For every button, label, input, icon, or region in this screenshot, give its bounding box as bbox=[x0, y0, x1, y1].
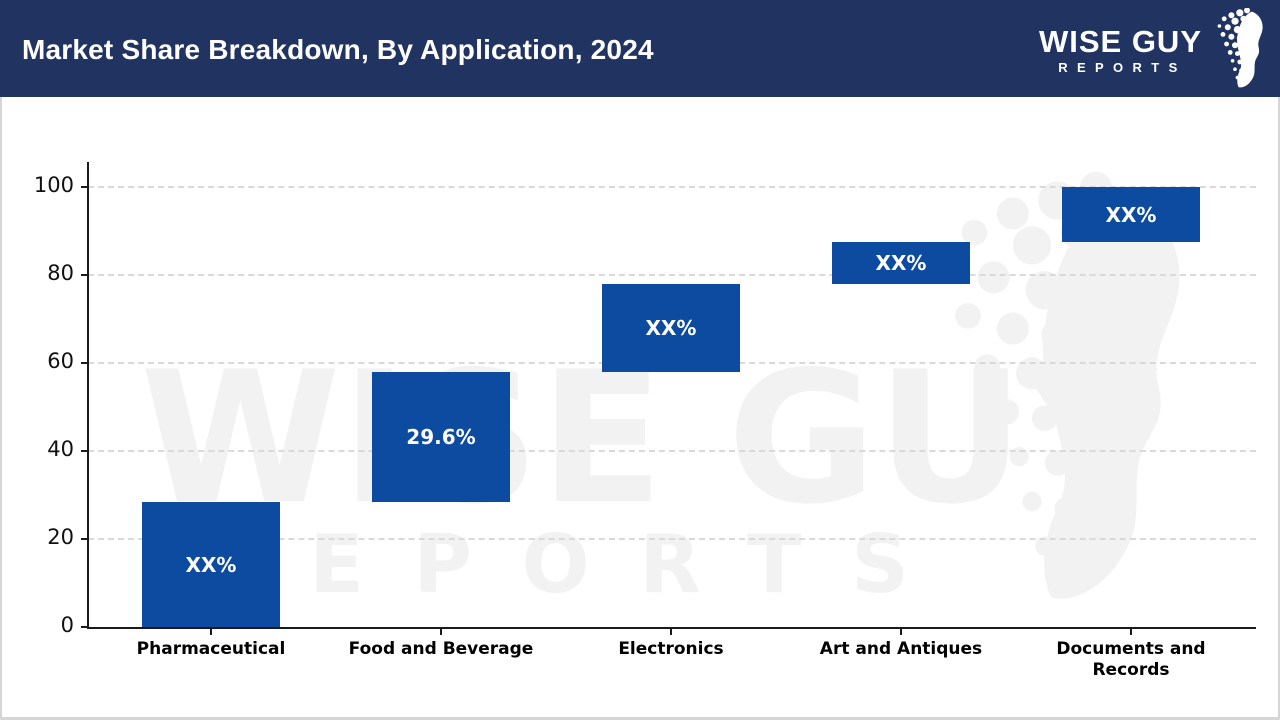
y-tick-mark bbox=[81, 362, 88, 364]
page-title: Market Share Breakdown, By Application, … bbox=[22, 34, 654, 65]
y-tick-mark bbox=[81, 626, 88, 628]
x-tick-mark bbox=[440, 627, 442, 635]
bar: XX% bbox=[602, 283, 740, 372]
y-tick-label: 80 bbox=[47, 261, 74, 285]
y-tick-label: 60 bbox=[47, 349, 74, 373]
gridline bbox=[88, 450, 1256, 452]
bar: 29.6% bbox=[372, 371, 510, 503]
y-tick-mark bbox=[81, 450, 88, 452]
y-axis-line bbox=[87, 162, 89, 629]
gridline bbox=[88, 274, 1256, 276]
y-tick-label: 0 bbox=[60, 613, 74, 637]
brand-logo-text: WISE GUY REPORTS bbox=[1038, 23, 1202, 76]
x-category-label: Art and Antiques bbox=[819, 639, 983, 659]
gridline bbox=[88, 186, 1256, 188]
x-tick-mark bbox=[670, 627, 672, 635]
x-category-label: Food and Beverage bbox=[348, 639, 534, 659]
bar-value-label: XX% bbox=[185, 552, 237, 577]
x-tick-mark bbox=[1130, 627, 1132, 635]
x-tick-mark bbox=[210, 627, 212, 635]
bar: XX% bbox=[832, 242, 970, 284]
y-tick-mark bbox=[81, 538, 88, 540]
y-tick-label: 40 bbox=[47, 437, 74, 461]
bar-value-label: XX% bbox=[1105, 202, 1157, 227]
y-tick-label: 20 bbox=[47, 525, 74, 549]
header-bar: Market Share Breakdown, By Application, … bbox=[0, 0, 1280, 97]
brand-subtitle: REPORTS bbox=[1058, 60, 1187, 76]
bar-value-label: XX% bbox=[875, 250, 927, 275]
brand-name: WISE GUY bbox=[1038, 23, 1202, 59]
y-tick-mark bbox=[81, 274, 88, 276]
y-tick-mark bbox=[81, 186, 88, 188]
bar: XX% bbox=[1062, 187, 1200, 242]
y-tick-label: 100 bbox=[33, 173, 74, 197]
x-category-label: Documents and Records bbox=[1056, 639, 1206, 680]
bar-value-label: XX% bbox=[645, 315, 697, 340]
gridline bbox=[88, 538, 1256, 540]
bar-value-label: 29.6% bbox=[406, 424, 476, 449]
x-category-label: Pharmaceutical bbox=[136, 639, 286, 659]
dotted-head-logo-icon bbox=[1217, 8, 1263, 88]
x-category-label: Electronics bbox=[618, 639, 724, 659]
x-tick-mark bbox=[900, 627, 902, 635]
bar: XX% bbox=[142, 502, 280, 627]
watermark-brand-subtitle: REPORTS bbox=[198, 518, 959, 611]
brand-logo: WISE GUY REPORTS bbox=[1039, 8, 1266, 92]
